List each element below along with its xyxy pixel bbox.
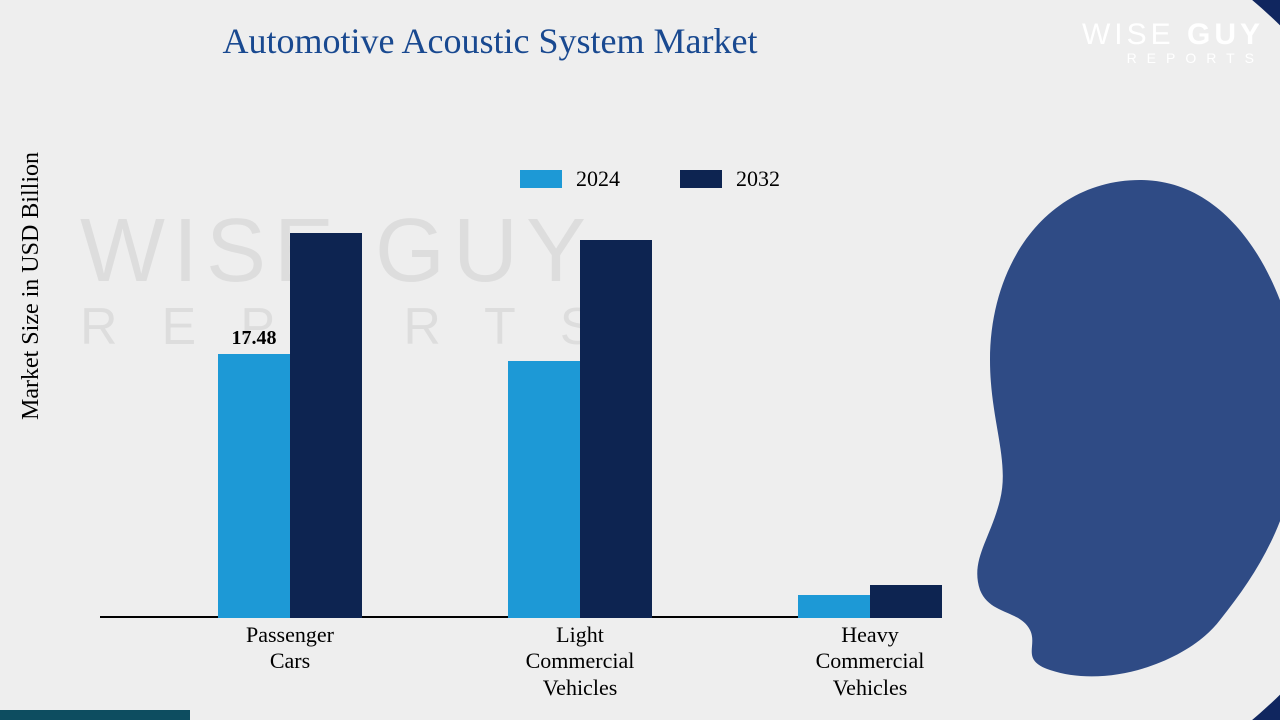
brand-panel-clip xyxy=(960,0,1280,720)
bar-2032 xyxy=(580,240,652,618)
chart-title: Automotive Acoustic System Market xyxy=(50,20,930,62)
bar-2024 xyxy=(798,595,870,618)
bar-group xyxy=(760,585,980,618)
bar-2024 xyxy=(218,354,290,618)
bar-2024 xyxy=(508,361,580,618)
x-axis-category-label: HeavyCommercialVehicles xyxy=(760,622,980,701)
brand-word-2: GUY xyxy=(1187,18,1264,51)
footer-accent-strip xyxy=(0,710,190,720)
bar-2032 xyxy=(870,585,942,618)
brand-word-1: WISE xyxy=(1082,18,1175,51)
head-silhouette-icon xyxy=(960,160,1280,680)
x-axis-category-label: LightCommercialVehicles xyxy=(470,622,690,701)
x-axis-category-label: PassengerCars xyxy=(180,622,400,675)
bar-group xyxy=(470,240,690,618)
legend-label-2024: 2024 xyxy=(576,166,620,192)
bar-2032 xyxy=(290,233,362,618)
plot-area: 17.48 xyxy=(100,210,920,618)
brand-logo: WISE GUY REPORTS xyxy=(1082,18,1264,66)
legend-label-2032: 2032 xyxy=(736,166,780,192)
bar-value-label: 17.48 xyxy=(232,327,277,350)
legend-swatch-2032 xyxy=(680,170,722,188)
legend: 2024 2032 xyxy=(520,166,780,192)
bar-group xyxy=(180,233,400,618)
legend-item-2032: 2032 xyxy=(680,166,780,192)
legend-swatch-2024 xyxy=(520,170,562,188)
legend-item-2024: 2024 xyxy=(520,166,620,192)
brand-word-3: REPORTS xyxy=(1082,50,1264,66)
chart-canvas: WISE GUY REPORTS WISE GUY REPORTS Automo… xyxy=(0,0,1280,720)
y-axis-label: Market Size in USD Billion xyxy=(18,152,45,420)
